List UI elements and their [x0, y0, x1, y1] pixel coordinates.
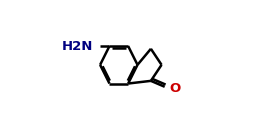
Text: O: O [170, 82, 181, 95]
Text: H2N: H2N [62, 40, 93, 53]
